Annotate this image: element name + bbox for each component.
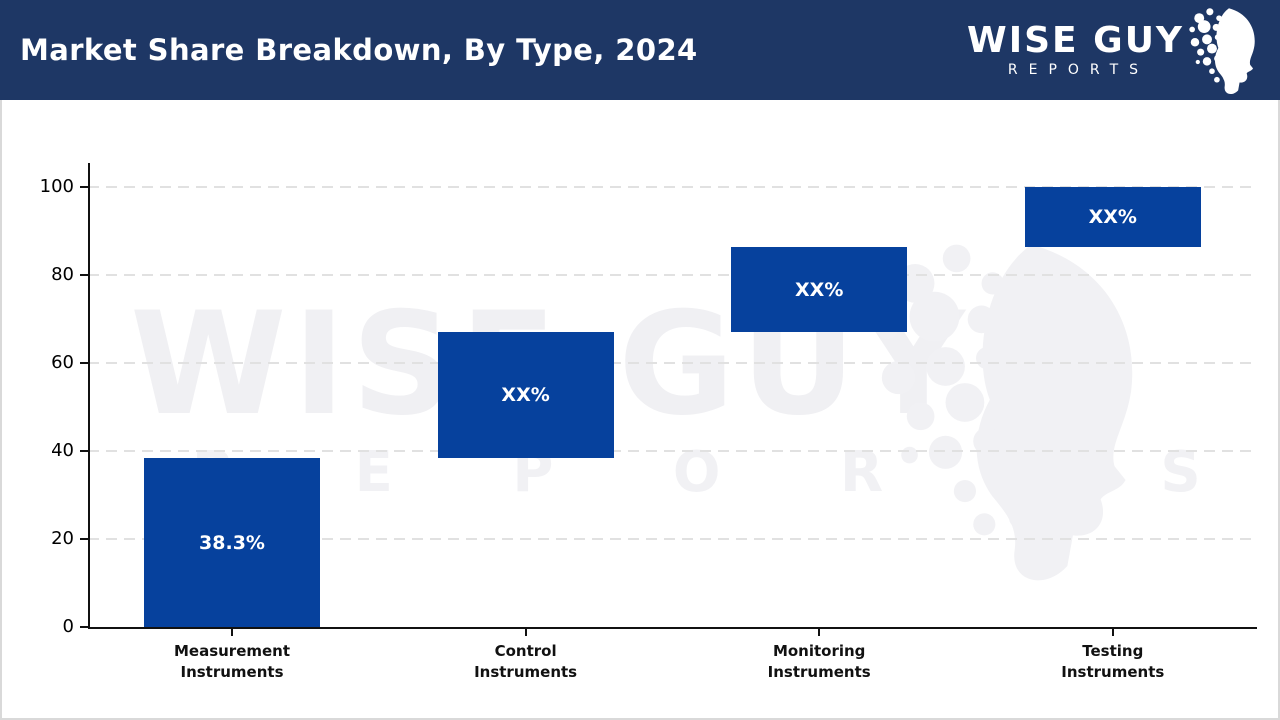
gridline (88, 362, 1257, 364)
logo: WISE GUY REPORTS (967, 4, 1266, 96)
y-tick-mark (80, 274, 88, 276)
y-tick-mark (80, 626, 88, 628)
category-label: Measurement Instruments (173, 642, 291, 681)
gridline (88, 274, 1257, 276)
y-tick-label: 40 (51, 440, 74, 461)
y-tick-label: 60 (51, 352, 74, 373)
bar-value-label: XX% (1088, 206, 1137, 229)
y-tick-mark (80, 538, 88, 540)
y-tick-label: 20 (51, 528, 74, 549)
y-tick-mark (80, 362, 88, 364)
bar-segment: XX% (437, 332, 614, 459)
gridline (88, 186, 1257, 188)
y-tick-label: 80 (51, 264, 74, 285)
logo-wordmark: WISE GUY REPORTS (966, 19, 1184, 79)
logo-subtitle: REPORTS (1007, 61, 1150, 78)
logo-head-icon (1189, 8, 1255, 95)
watermark-head-icon (876, 244, 1133, 581)
y-tick-label: 100 (39, 176, 74, 197)
x-tick-mark (524, 629, 527, 636)
y-axis (88, 163, 90, 629)
gridline (88, 538, 1257, 540)
bar-segment: XX% (731, 247, 908, 333)
bar-segment: XX% (1024, 187, 1201, 248)
chart-area: WISE GUY R E P O R T S 0 20 40 60 80 100 38.3%… (0, 100, 1280, 720)
y-tick-label: 0 (62, 616, 74, 637)
x-axis (88, 627, 1257, 629)
bar-segment: 38.3% (144, 458, 320, 627)
gridline (88, 450, 1257, 452)
bar-value-label: XX% (795, 278, 844, 301)
page-title: Market Share Breakdown, By Type, 2024 (20, 33, 698, 67)
logo-title: WISE GUY (966, 19, 1184, 61)
category-label: Monitoring Instruments (767, 642, 871, 681)
x-tick-mark (818, 629, 821, 636)
y-tick-mark (80, 450, 88, 452)
bar-value-label: XX% (501, 384, 550, 407)
bar-value-label: 38.3% (199, 531, 265, 554)
y-tick-mark (80, 186, 88, 188)
category-label: Testing Instruments (1061, 642, 1165, 681)
x-tick-mark (231, 629, 233, 636)
category-label: Control Instruments (474, 642, 578, 681)
x-tick-mark (1111, 629, 1114, 636)
header: Market Share Breakdown, By Type, 2024 WI… (0, 0, 1280, 100)
